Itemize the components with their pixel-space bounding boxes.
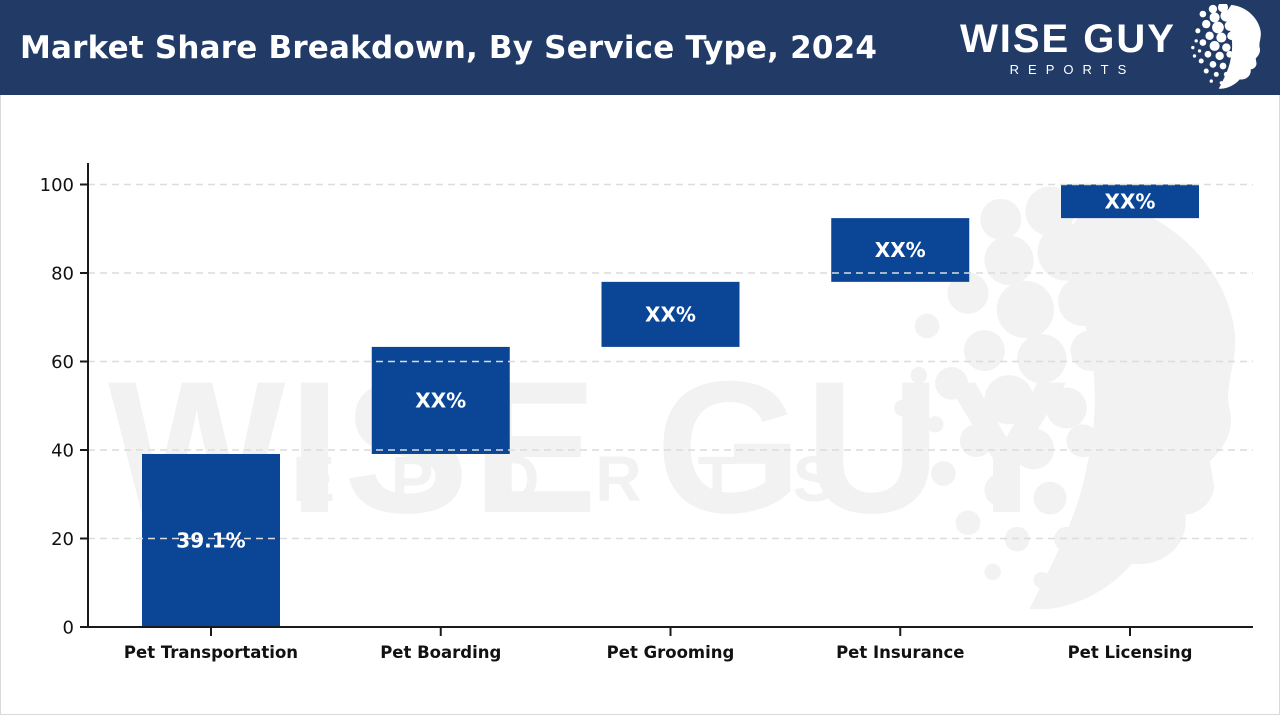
bar-segment (371, 346, 510, 454)
bar-segment (1061, 184, 1199, 219)
x-category-label: Pet Grooming (607, 643, 735, 662)
bar-value-label: 39.1% (176, 528, 245, 552)
brand-logo-text: WISE GUY REPORTS (960, 19, 1176, 77)
bar-segment (601, 281, 740, 347)
bar-segment (831, 218, 970, 282)
y-tick-label: 100 (40, 175, 74, 196)
bar-value-label: XX% (1105, 189, 1156, 213)
bar-value-label: XX% (415, 388, 466, 412)
bar-value-label: XX% (875, 238, 926, 262)
logo-subtext: REPORTS (1009, 61, 1136, 77)
y-tick-label: 60 (51, 352, 74, 373)
brand-logo: WISE GUY REPORTS (960, 4, 1266, 92)
x-category-label: Pet Insurance (836, 643, 964, 662)
logo-wordmark: WISE GUY (959, 16, 1176, 61)
bar-value-label: XX% (645, 302, 696, 326)
x-category-label: Pet Transportation (124, 643, 298, 662)
y-tick-label: 0 (63, 618, 74, 639)
header: Market Share Breakdown, By Service Type,… (0, 0, 1280, 95)
y-tick-label: 80 (51, 264, 74, 285)
y-tick-label: 20 (51, 529, 74, 550)
x-category-label: Pet Boarding (380, 643, 501, 662)
y-tick-label: 40 (51, 441, 74, 462)
bar-segment (142, 453, 280, 627)
x-category-label: Pet Licensing (1068, 643, 1193, 662)
chart-title: Market Share Breakdown, By Service Type,… (20, 29, 878, 66)
logo-head-icon (1180, 4, 1266, 92)
watermark-subtext: REPORTS (190, 443, 892, 515)
